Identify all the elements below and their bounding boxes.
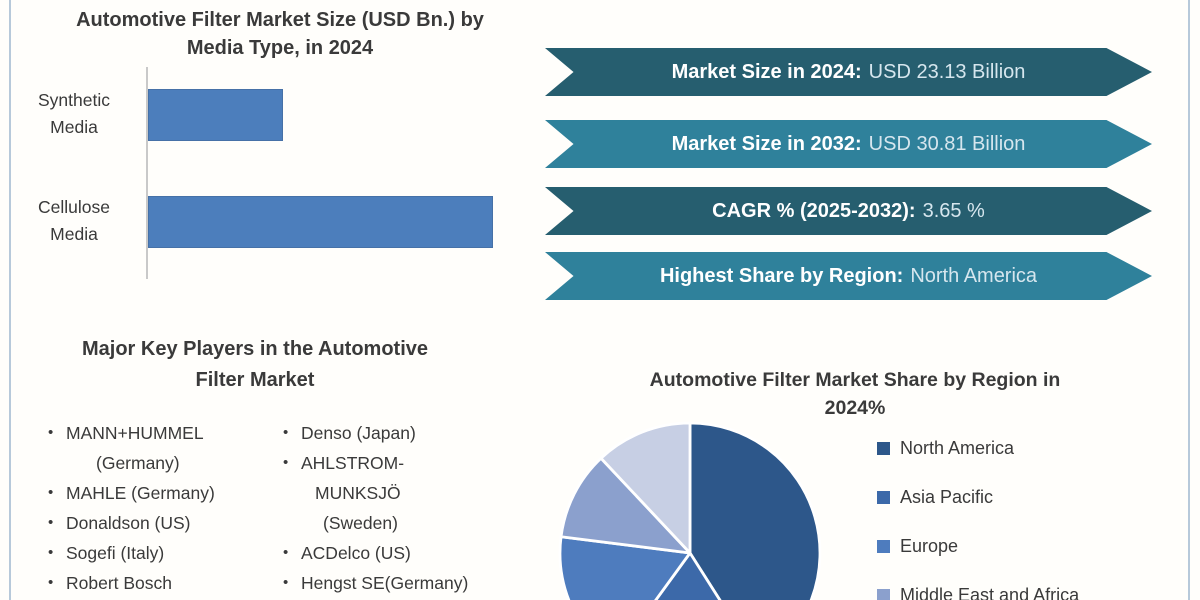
key-player-country: (Germany)	[96, 453, 180, 473]
legend-swatch	[877, 490, 890, 504]
bullet-icon: •	[48, 544, 54, 561]
legend-item-asia-pacific: Asia Pacific	[877, 485, 1079, 509]
pie-slice	[558, 535, 692, 600]
bar-chart-title: Automotive Filter Market Size (USD Bn.) …	[76, 9, 484, 60]
bullet-icon: •	[48, 514, 54, 531]
key-player-item: • Hengst SE(Germany)	[283, 568, 523, 598]
pie-slice	[559, 456, 692, 555]
legend-item-europe: Europe	[877, 534, 1079, 558]
key-player-item: • Donaldson (US)	[48, 508, 280, 538]
key-player-item: • Robert Bosch	[48, 568, 280, 598]
bar-synthetic-media	[148, 89, 283, 141]
key-player-name: Hengst SE(Germany)	[301, 573, 469, 593]
bullet-icon: •	[283, 544, 289, 561]
key-player-name: ACDelco (US)	[301, 543, 411, 563]
key-player-name: MUNKSJÖ	[315, 483, 401, 503]
bullet-icon: •	[48, 484, 54, 501]
pie-slice	[599, 421, 692, 555]
legend-swatch	[877, 588, 890, 600]
key-player-name: MANN+HUMMEL	[66, 423, 204, 443]
bullet-icon: •	[283, 424, 289, 441]
key-player-item: • ACDelco (US)	[283, 538, 523, 568]
key-player-item: • MAHLE (Germany)	[48, 478, 280, 508]
key-player-name: AHLSTROM-	[301, 453, 405, 473]
key-players-title: Major Key Players in the Automotive Filt…	[81, 338, 428, 391]
key-player-name: MAHLE (Germany)	[66, 483, 215, 503]
legend-swatch	[877, 441, 890, 455]
stat-banner-value: North America	[910, 264, 1038, 287]
bullet-icon: •	[283, 454, 289, 471]
legend-label: Asia Pacific	[900, 486, 994, 507]
pie-chart-title: Automotive Filter Market Share by Region…	[649, 369, 1061, 420]
stat-banner-highest-share-region: Highest Share by Region: North America	[545, 252, 1152, 300]
stat-banner-label: CAGR % (2025-2032):	[712, 199, 916, 222]
key-player-item: • Sogefi (Italy)	[48, 538, 280, 568]
key-player-name: Robert Bosch	[66, 573, 173, 593]
key-players-column-left: • MANN+HUMMEL (Germany) • MAHLE (Germany…	[48, 418, 280, 598]
pie-slice	[654, 551, 722, 600]
key-player-name: Sogefi (Italy)	[66, 543, 165, 563]
bullet-icon: •	[283, 574, 289, 591]
pie-slice	[688, 421, 822, 600]
key-player-country: (Sweden)	[323, 513, 398, 533]
legend-label: North America	[900, 437, 1015, 458]
legend-item-north-america: North America	[877, 436, 1079, 460]
frame-border-left	[9, 0, 11, 600]
bar-category-label-cellulose-media: Cellulose Media	[38, 196, 110, 244]
key-players-column-right: • Denso (Japan) • AHLSTROM- MUNKSJÖ (Swe…	[283, 418, 523, 598]
key-player-item: • Denso (Japan)	[283, 418, 523, 448]
key-player-item: • MANN+HUMMEL (Germany)	[48, 418, 280, 478]
legend-swatch	[877, 539, 890, 553]
stat-banner-label: Market Size in 2024:	[671, 60, 862, 83]
stat-banner-market-size-2032: Market Size in 2032: USD 30.81 Billion	[545, 120, 1152, 168]
bar-cellulose-media	[148, 196, 493, 248]
pie-chart	[558, 421, 822, 600]
stat-banner-value: 3.65 %	[922, 199, 985, 222]
key-player-name: Denso (Japan)	[301, 423, 416, 443]
stat-banner-value: USD 23.13 Billion	[868, 60, 1026, 83]
bullet-icon: •	[48, 424, 54, 441]
stat-banner-cagr: CAGR % (2025-2032): 3.65 %	[545, 187, 1152, 235]
bullet-icon: •	[48, 574, 54, 591]
stat-banner-label: Highest Share by Region:	[659, 264, 904, 287]
stat-banner-market-size-2024: Market Size in 2024: USD 23.13 Billion	[545, 48, 1152, 96]
bar-chart-axis	[146, 67, 148, 279]
frame-border-right	[1188, 0, 1190, 600]
bar-category-label-synthetic-media: Synthetic Media	[38, 89, 110, 137]
legend-label: Middle East and Africa	[900, 584, 1080, 600]
stat-banner-label: Market Size in 2032:	[671, 132, 862, 155]
stat-banner-value: USD 30.81 Billion	[868, 132, 1026, 155]
legend-item-middle-east-and-africa: Middle East and Africa	[877, 583, 1079, 600]
key-player-item: • AHLSTROM- MUNKSJÖ (Sweden)	[283, 448, 523, 538]
pie-legend: North America Asia Pacific Europe Middle…	[877, 436, 1079, 600]
key-player-name: Donaldson (US)	[66, 513, 191, 533]
legend-label: Europe	[900, 535, 959, 556]
